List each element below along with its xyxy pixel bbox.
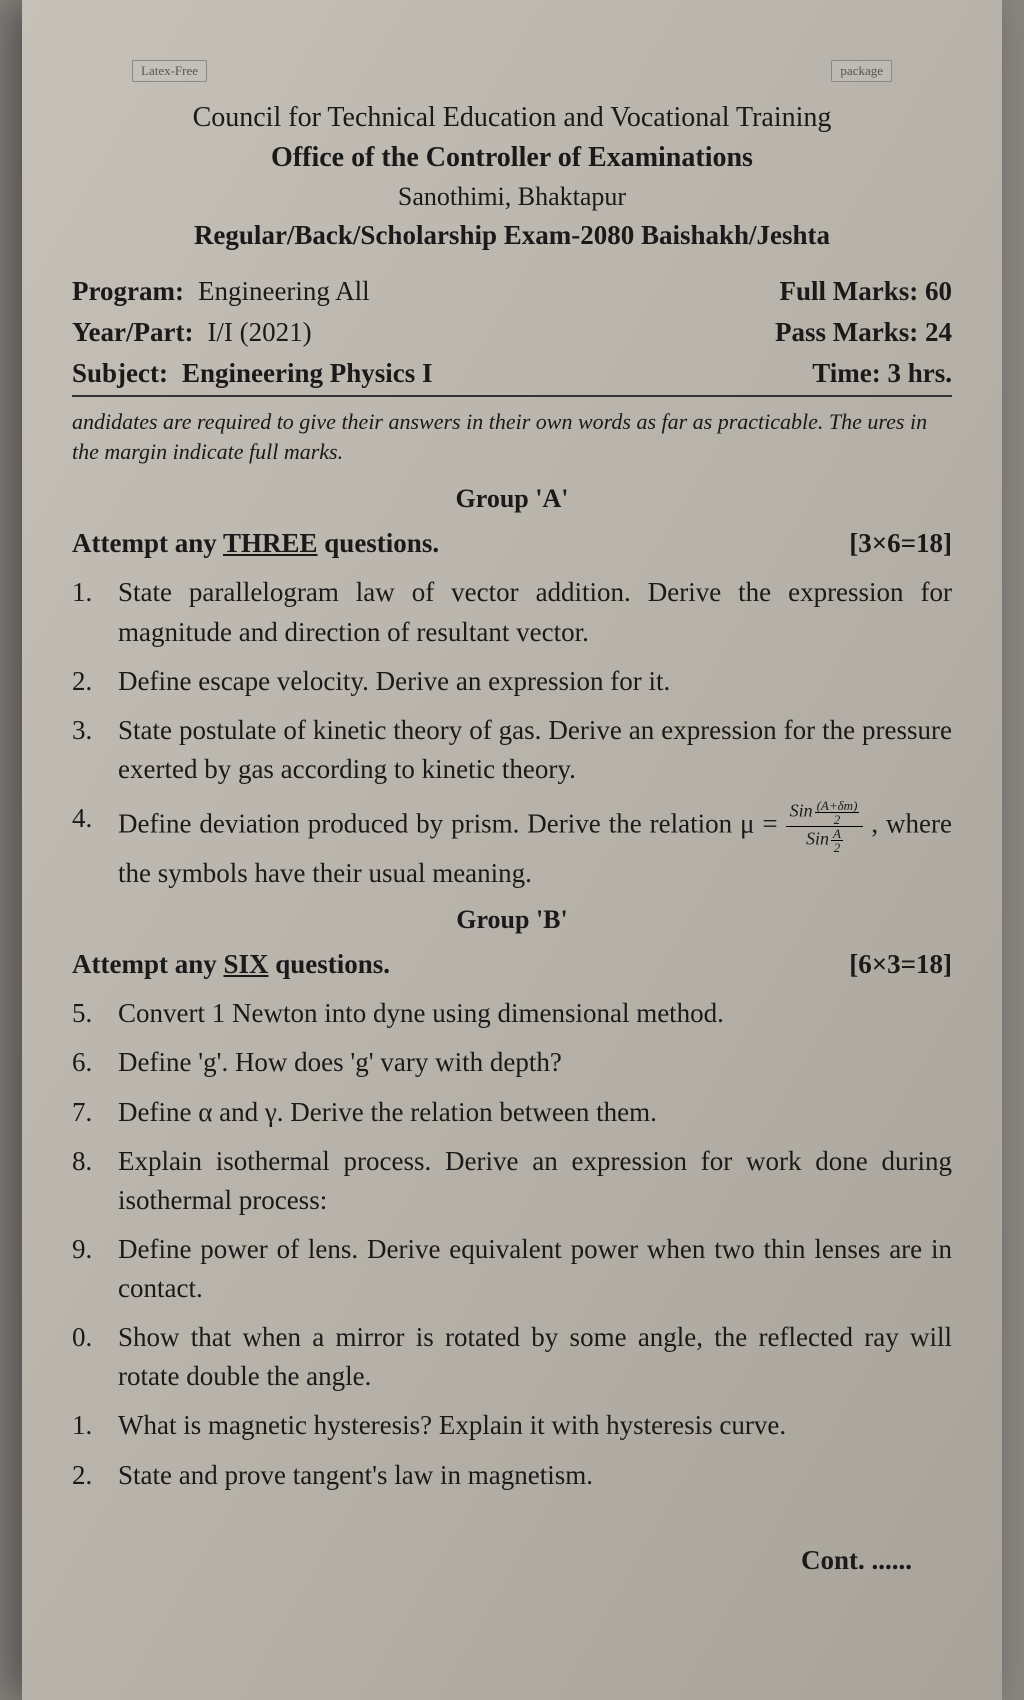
frac-den-bot: 2: [831, 841, 843, 854]
info-year-row: Year/Part: I/I (2021) Pass Marks: 24: [72, 317, 952, 348]
q-number: 6.: [72, 1043, 118, 1082]
subject-label: Subject:: [72, 358, 168, 389]
q4-prefix: Define deviation produced by prism. Deri…: [118, 809, 786, 839]
sin-label-num: Sin: [790, 801, 813, 821]
q-number: 1.: [72, 573, 118, 651]
exam-header: Council for Technical Education and Voca…: [72, 102, 952, 251]
q-text: Define deviation produced by prism. Deri…: [118, 799, 952, 893]
attempt-b-prefix: Attempt any: [72, 949, 223, 979]
group-a-questions: 1. State parallelogram law of vector add…: [72, 573, 952, 893]
continued-label: Cont. ......: [72, 1545, 952, 1576]
q-text: Define α and γ. Derive the relation betw…: [118, 1093, 952, 1132]
q-text: Show that when a mirror is rotated by so…: [118, 1318, 952, 1396]
info-program-row: Program: Engineering All Full Marks: 60: [72, 276, 952, 307]
program-value: Engineering All: [198, 276, 370, 307]
frac-num-bot: 2: [815, 813, 860, 826]
question-item: 1. State parallelogram law of vector add…: [72, 573, 952, 651]
q-number: 7.: [72, 1093, 118, 1132]
question-item: 2. Define escape velocity. Derive an exp…: [72, 662, 952, 701]
sin-label-den: Sin: [806, 829, 829, 849]
q-text: State postulate of kinetic theory of gas…: [118, 711, 952, 789]
question-item: 5. Convert 1 Newton into dyne using dime…: [72, 994, 952, 1033]
tag-latex-free: Latex-Free: [132, 60, 207, 82]
q-number: 3.: [72, 711, 118, 789]
group-a-attempt: Attempt any THREE questions. [3×6=18]: [72, 528, 952, 559]
q-text: State and prove tangent's law in magneti…: [118, 1456, 952, 1495]
council-name: Council for Technical Education and Voca…: [72, 102, 952, 134]
time-value: Time: 3 hrs.: [812, 358, 952, 389]
question-item: 3. State postulate of kinetic theory of …: [72, 711, 952, 789]
q-text: State parallelogram law of vector additi…: [118, 573, 952, 651]
q-number: 4.: [72, 799, 118, 893]
program-label: Program:: [72, 276, 184, 307]
q-text: Convert 1 Newton into dyne using dimensi…: [118, 994, 952, 1033]
q-text: Define 'g'. How does 'g' vary with depth…: [118, 1043, 952, 1082]
question-item: 4. Define deviation produced by prism. D…: [72, 799, 952, 893]
subject-value: Engineering Physics I: [182, 358, 433, 389]
group-b-marks: [6×3=18]: [849, 949, 952, 980]
attempt-b-count: SIX: [223, 949, 268, 979]
q-number: 1.: [72, 1406, 118, 1445]
q4-fraction: Sin(A+δm)2 SinA2: [786, 799, 864, 854]
attempt-a-count: THREE: [223, 528, 318, 558]
year-label: Year/Part:: [72, 317, 193, 348]
attempt-a-prefix: Attempt any: [72, 528, 223, 558]
exam-name: Regular/Back/Scholarship Exam-2080 Baish…: [72, 220, 952, 251]
q-number: 8.: [72, 1142, 118, 1220]
question-item: 1. What is magnetic hysteresis? Explain …: [72, 1406, 952, 1445]
question-item: 8. Explain isothermal process. Derive an…: [72, 1142, 952, 1220]
q-number: 2.: [72, 1456, 118, 1495]
group-a-title: Group 'A': [72, 484, 952, 514]
attempt-b-suffix: questions.: [269, 949, 391, 979]
office-name: Office of the Controller of Examinations: [72, 142, 952, 174]
q-text: Define power of lens. Derive equivalent …: [118, 1230, 952, 1308]
group-a-marks: [3×6=18]: [849, 528, 952, 559]
q-number: 0.: [72, 1318, 118, 1396]
q-text: Explain isothermal process. Derive an ex…: [118, 1142, 952, 1220]
question-item: 6. Define 'g'. How does 'g' vary with de…: [72, 1043, 952, 1082]
group-b-title: Group 'B': [72, 905, 952, 935]
instructions: andidates are required to give their ans…: [72, 407, 952, 466]
q-number: 9.: [72, 1230, 118, 1308]
q-number: 5.: [72, 994, 118, 1033]
tag-package: package: [831, 60, 892, 82]
pass-marks: Pass Marks: 24: [775, 317, 952, 348]
q-text: Define escape velocity. Derive an expres…: [118, 662, 952, 701]
exam-paper: Latex-Free package Council for Technical…: [22, 0, 1002, 1700]
year-value: I/I (2021): [207, 317, 311, 348]
question-item: 9. Define power of lens. Derive equivale…: [72, 1230, 952, 1308]
full-marks: Full Marks: 60: [780, 276, 953, 307]
group-b-questions: 5. Convert 1 Newton into dyne using dime…: [72, 994, 952, 1495]
question-item: 0. Show that when a mirror is rotated by…: [72, 1318, 952, 1396]
frac-num-top: (A+δm): [815, 799, 860, 813]
attempt-a-suffix: questions.: [318, 528, 440, 558]
question-item: 2. State and prove tangent's law in magn…: [72, 1456, 952, 1495]
group-b-attempt: Attempt any SIX questions. [6×3=18]: [72, 949, 952, 980]
frac-den-top: A: [831, 827, 843, 841]
location: Sanothimi, Bhaktapur: [72, 182, 952, 212]
q-number: 2.: [72, 662, 118, 701]
question-item: 7. Define α and γ. Derive the relation b…: [72, 1093, 952, 1132]
info-subject-row: Subject: Engineering Physics I Time: 3 h…: [72, 358, 952, 397]
top-tags: Latex-Free package: [72, 60, 952, 82]
q-text: What is magnetic hysteresis? Explain it …: [118, 1406, 952, 1445]
